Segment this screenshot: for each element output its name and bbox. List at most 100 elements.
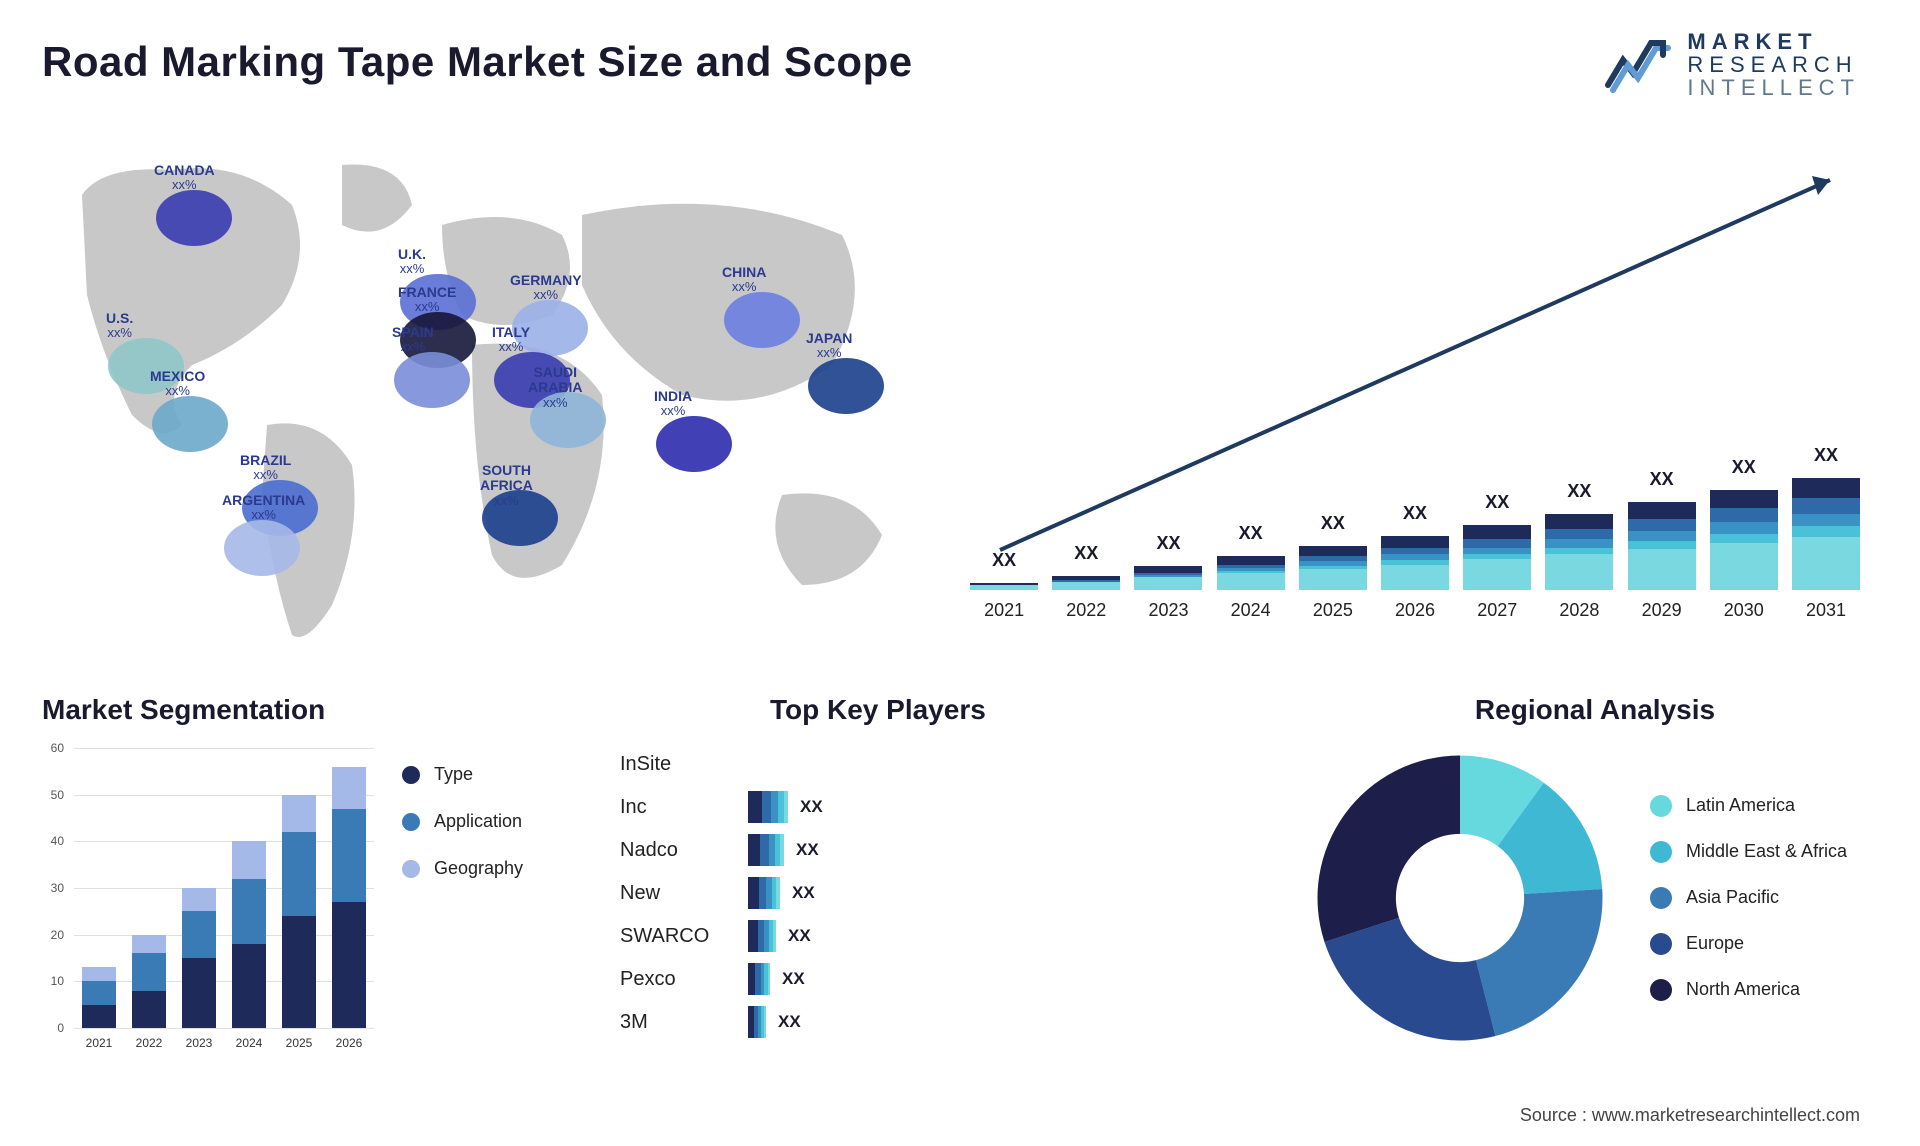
- bar-segment: [1792, 498, 1860, 513]
- player-bar-row: XX: [748, 1006, 1268, 1038]
- donut-slice: [1476, 889, 1603, 1036]
- player-name: Pexco: [620, 963, 740, 995]
- growth-bar-value-label: XX: [1567, 481, 1591, 502]
- growth-x-label: 2025: [1299, 600, 1367, 621]
- bar-segment: [1628, 531, 1696, 541]
- legend-label: Latin America: [1686, 795, 1795, 817]
- logo-icon: [1603, 35, 1673, 95]
- growth-x-label: 2021: [970, 600, 1038, 621]
- bar-segment: [1052, 582, 1120, 591]
- map-label-southafrica: SOUTHAFRICAxx%: [480, 463, 533, 508]
- map-svg: [42, 135, 922, 675]
- source-text: Source : www.marketresearchintellect.com: [1520, 1105, 1860, 1126]
- growth-x-label: 2030: [1710, 600, 1778, 621]
- bar-segment: [1217, 573, 1285, 590]
- seg-bar-2024: [232, 841, 266, 1028]
- bar-segment: [1710, 522, 1778, 534]
- bar-segment: [1710, 534, 1778, 543]
- donut-slice: [1318, 756, 1461, 943]
- growth-bar-value-label: XX: [992, 550, 1016, 571]
- seg-legend-item: Geography: [402, 858, 523, 879]
- regional-legend-item: Middle East & Africa: [1650, 841, 1847, 863]
- growth-bar-2028: XX: [1545, 481, 1613, 590]
- growth-bar-value-label: XX: [1650, 469, 1674, 490]
- player-name: 3M: [620, 1006, 740, 1038]
- legend-swatch: [402, 813, 420, 831]
- player-bar-row: XX: [748, 791, 1268, 823]
- map-label-saudi: SAUDIARABIAxx%: [528, 365, 582, 410]
- player-bar-row: XX: [748, 834, 1268, 866]
- seg-bar-2025: [282, 795, 316, 1028]
- legend-label: Application: [434, 811, 522, 832]
- map-label-uk: U.K.xx%: [398, 247, 426, 277]
- player-name: InSite: [620, 748, 740, 780]
- bar-segment: [1463, 559, 1531, 590]
- growth-bar-value-label: XX: [1239, 523, 1263, 544]
- legend-label: Middle East & Africa: [1686, 841, 1847, 863]
- bar-segment: [1463, 539, 1531, 548]
- growth-bar-2021: XX: [970, 550, 1038, 590]
- seg-x-label: 2022: [136, 1036, 163, 1050]
- map-label-us: U.S.xx%: [106, 311, 133, 341]
- bar-segment: [1710, 508, 1778, 522]
- donut-slice: [1324, 918, 1495, 1041]
- growth-bar-chart: XXXXXXXXXXXXXXXXXXXXXX 20212022202320242…: [960, 150, 1870, 650]
- bar-segment: [1217, 556, 1285, 565]
- seg-bar-2022: [132, 935, 166, 1028]
- seg-x-label: 2026: [336, 1036, 363, 1050]
- seg-y-tick: 20: [51, 928, 64, 942]
- growth-bar-value-label: XX: [1814, 445, 1838, 466]
- regional-legend-item: Asia Pacific: [1650, 887, 1847, 909]
- player-bar-row: XX: [748, 920, 1268, 952]
- map-label-india: INDIAxx%: [654, 389, 692, 419]
- regional-donut: [1310, 748, 1610, 1048]
- segmentation-panel: Market Segmentation 0102030405060 202120…: [42, 694, 602, 1068]
- growth-bar-2031: XX: [1792, 445, 1860, 590]
- player-bar-value: XX: [800, 797, 823, 817]
- player-bar-row: XX: [748, 877, 1268, 909]
- seg-bar-2021: [82, 967, 116, 1028]
- legend-label: Type: [434, 764, 473, 785]
- bar-segment: [1381, 565, 1449, 591]
- growth-bar-2025: XX: [1299, 513, 1367, 590]
- bar-segment: [1792, 478, 1860, 498]
- seg-y-tick: 60: [51, 741, 64, 755]
- growth-bar-2024: XX: [1217, 523, 1285, 590]
- regional-legend-item: North America: [1650, 979, 1847, 1001]
- legend-swatch: [1650, 795, 1672, 817]
- segmentation-legend: Type Application Geography: [402, 764, 523, 879]
- players-title: Top Key Players: [770, 694, 1270, 726]
- player-bar-row: XX: [748, 963, 1268, 995]
- regional-panel: Regional Analysis Latin America Middle Ea…: [1310, 694, 1880, 1048]
- growth-bar-2026: XX: [1381, 503, 1449, 590]
- legend-swatch: [1650, 979, 1672, 1001]
- growth-x-label: 2028: [1545, 600, 1613, 621]
- regional-title: Regional Analysis: [1310, 694, 1880, 726]
- regional-legend: Latin America Middle East & Africa Asia Pa…: [1650, 795, 1847, 1001]
- player-name: Nadco: [620, 834, 740, 866]
- growth-x-label: 2023: [1134, 600, 1202, 621]
- growth-x-label: 2031: [1792, 600, 1860, 621]
- growth-bar-2022: XX: [1052, 543, 1120, 590]
- seg-bar-2026: [332, 767, 366, 1028]
- legend-swatch: [402, 860, 420, 878]
- bar-segment: [1545, 554, 1613, 590]
- bar-segment: [1545, 539, 1613, 548]
- bar-segment: [1792, 514, 1860, 527]
- bar-segment: [1299, 546, 1367, 556]
- map-label-france: FRANCExx%: [398, 285, 456, 315]
- bar-segment: [1381, 536, 1449, 548]
- map-label-italy: ITALYxx%: [492, 325, 530, 355]
- player-bar-value: XX: [796, 840, 819, 860]
- bar-segment: [1545, 514, 1613, 529]
- player-bar-value: XX: [788, 926, 811, 946]
- player-name: Inc: [620, 791, 740, 823]
- player-bar-value: XX: [778, 1012, 801, 1032]
- regional-legend-item: Latin America: [1650, 795, 1847, 817]
- legend-label: Geography: [434, 858, 523, 879]
- legend-swatch: [1650, 933, 1672, 955]
- growth-x-label: 2026: [1381, 600, 1449, 621]
- bar-segment: [1628, 549, 1696, 590]
- bar-segment: [1463, 548, 1531, 555]
- player-name: New: [620, 877, 740, 909]
